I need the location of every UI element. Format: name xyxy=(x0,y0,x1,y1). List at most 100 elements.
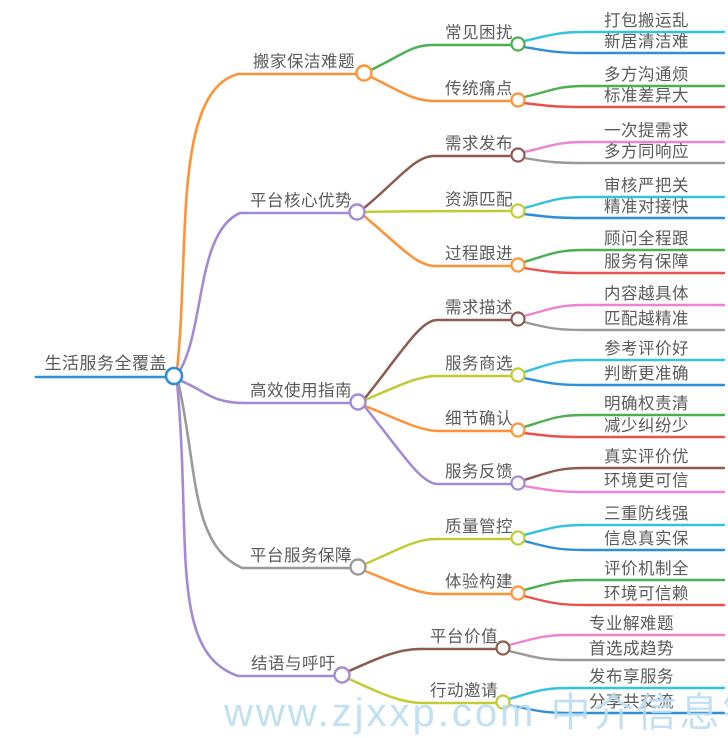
leaf-label[interactable]: 评价机制全 xyxy=(604,560,689,578)
edge-leaf-13a xyxy=(507,686,726,701)
leaf-label[interactable]: 多方沟通烦 xyxy=(604,66,689,84)
leaf-label[interactable]: 判断更准确 xyxy=(604,365,689,383)
edge-leaf-3b xyxy=(522,156,726,165)
edge-branch2 xyxy=(177,211,352,374)
leaf-label[interactable]: 真实评价优 xyxy=(604,448,689,466)
b3-c2-node-circle[interactable] xyxy=(510,367,526,383)
site-watermark: www.zjxxp.com 中介信息铺 xyxy=(224,691,728,735)
edge-branch1 xyxy=(175,72,358,372)
edge-leaf-10a xyxy=(522,523,726,537)
leaf-label[interactable]: 一次提需求 xyxy=(604,122,689,140)
b2-c1-label[interactable]: 需求发布 xyxy=(445,135,513,153)
edge-leaf-8b xyxy=(522,431,726,439)
b5-c1-node-circle[interactable] xyxy=(495,640,511,656)
edge-leaf-10b xyxy=(522,539,726,552)
b1-c2-label[interactable]: 传统痛点 xyxy=(445,80,513,98)
leaf-label[interactable]: 首选成趋势 xyxy=(589,640,674,658)
branch1-label[interactable]: 搬家保洁难题 xyxy=(253,53,355,71)
leaf-label[interactable]: 发布享服务 xyxy=(589,668,674,686)
edge-leaf-1a xyxy=(522,30,726,43)
edge-leaf-12a xyxy=(507,633,726,647)
edge-leaf-9b xyxy=(522,484,726,494)
edge-b3-c1 xyxy=(363,318,514,400)
edge-leaf-12b xyxy=(507,649,726,662)
leaf-label[interactable]: 顾问全程跟 xyxy=(604,230,689,248)
b4-c1-label[interactable]: 质量管控 xyxy=(445,518,513,536)
b3-c3-label[interactable]: 细节确认 xyxy=(445,410,513,428)
edge-b2-c2 xyxy=(362,209,514,214)
edge-b3-c4 xyxy=(363,405,514,486)
edge-b3-c2 xyxy=(363,374,514,402)
root-node-circle[interactable] xyxy=(164,366,184,386)
b4-c1-node-circle[interactable] xyxy=(510,530,526,546)
b5-c2-label[interactable]: 行动邀请 xyxy=(430,682,498,700)
branch5-node-circle[interactable] xyxy=(333,666,351,684)
leaf-label[interactable]: 新居清洁难 xyxy=(604,33,689,51)
leaf-label[interactable]: 精准对接快 xyxy=(604,198,689,216)
b2-c2-node-circle[interactable] xyxy=(510,203,526,219)
edge-branch5 xyxy=(175,380,336,678)
b5-c1-label[interactable]: 平台价值 xyxy=(430,628,498,646)
leaf-label[interactable]: 打包搬运乱 xyxy=(604,12,689,30)
edge-leaf-2b xyxy=(522,101,726,109)
b4-c2-label[interactable]: 体验构建 xyxy=(445,573,513,591)
edge-leaf-7b xyxy=(522,376,726,387)
b1-c1-node-circle[interactable] xyxy=(510,36,526,52)
branch2-label[interactable]: 平台核心优势 xyxy=(250,192,352,210)
branch5-label[interactable]: 结语与呼吁 xyxy=(251,655,336,673)
edge-b4-c1 xyxy=(363,537,514,566)
leaf-label[interactable]: 匹配越精准 xyxy=(604,310,689,328)
root-node-label[interactable]: 生活服务全覆盖 xyxy=(44,354,167,373)
edge-leaf-8a xyxy=(522,413,726,429)
branch1-node-circle[interactable] xyxy=(355,64,373,82)
leaf-label[interactable]: 环境更可信 xyxy=(604,472,689,490)
leaf-label[interactable]: 信息真实保 xyxy=(604,530,689,548)
edge-b3-c3 xyxy=(363,404,514,433)
edge-leaf-4a xyxy=(522,195,726,210)
edge-leaf-3a xyxy=(522,140,726,154)
b3-c1-label[interactable]: 需求描述 xyxy=(445,299,513,317)
edge-leaf-5a xyxy=(522,248,726,264)
leaf-label[interactable]: 专业解难题 xyxy=(589,615,674,633)
edge-leaf-6b xyxy=(522,320,726,332)
leaf-label[interactable]: 明确权责清 xyxy=(604,395,689,413)
branch4-node-circle[interactable] xyxy=(349,558,367,576)
edge-b2-c3 xyxy=(362,214,514,268)
branch4-label[interactable]: 平台服务保障 xyxy=(250,547,352,565)
b3-c3-node-circle[interactable] xyxy=(510,422,526,438)
b2-c2-label[interactable]: 资源匹配 xyxy=(445,191,513,209)
leaf-label[interactable]: 三重防线强 xyxy=(604,505,689,523)
b4-c2-node-circle[interactable] xyxy=(510,585,526,601)
branch2-node-circle[interactable] xyxy=(348,203,366,221)
leaf-label[interactable]: 审核严把关 xyxy=(604,177,689,195)
b5-c2-node-circle[interactable] xyxy=(495,694,511,710)
b2-c3-label[interactable]: 过程跟进 xyxy=(445,245,513,263)
edge-leaf-1b xyxy=(522,45,726,55)
b1-c1-label[interactable]: 常见困扰 xyxy=(445,24,513,42)
leaf-label[interactable]: 分享共交流 xyxy=(589,693,674,711)
b1-c2-node-circle[interactable] xyxy=(510,92,526,108)
edge-leaf-4b xyxy=(522,212,726,220)
branch3-node-circle[interactable] xyxy=(349,393,367,411)
edge-b1-c1 xyxy=(369,43,514,72)
edge-leaf-2a xyxy=(522,84,726,99)
edge-leaf-13b xyxy=(507,703,726,715)
leaf-label[interactable]: 多方同响应 xyxy=(604,143,689,161)
branch3-label[interactable]: 高效使用指南 xyxy=(250,382,352,400)
edge-branch4 xyxy=(176,379,353,570)
b2-c3-node-circle[interactable] xyxy=(510,257,526,273)
leaf-label[interactable]: 服务有保障 xyxy=(604,253,689,271)
b2-c1-node-circle[interactable] xyxy=(510,147,526,163)
b3-c2-label[interactable]: 服务商选 xyxy=(445,355,513,373)
edge-branch3 xyxy=(177,378,353,405)
leaf-label[interactable]: 标准差异大 xyxy=(604,87,689,105)
leaf-label[interactable]: 环境可信赖 xyxy=(604,585,689,603)
b3-c4-node-circle[interactable] xyxy=(510,475,526,491)
edge-leaf-11b xyxy=(522,594,726,607)
leaf-label[interactable]: 参考评价好 xyxy=(604,340,689,358)
b3-c4-label[interactable]: 服务反馈 xyxy=(445,463,513,481)
leaf-label[interactable]: 内容越具体 xyxy=(604,285,689,303)
leaf-label[interactable]: 减少纠纷少 xyxy=(604,417,689,435)
edge-b1-c2 xyxy=(369,75,514,103)
b3-c1-node-circle[interactable] xyxy=(510,311,526,327)
